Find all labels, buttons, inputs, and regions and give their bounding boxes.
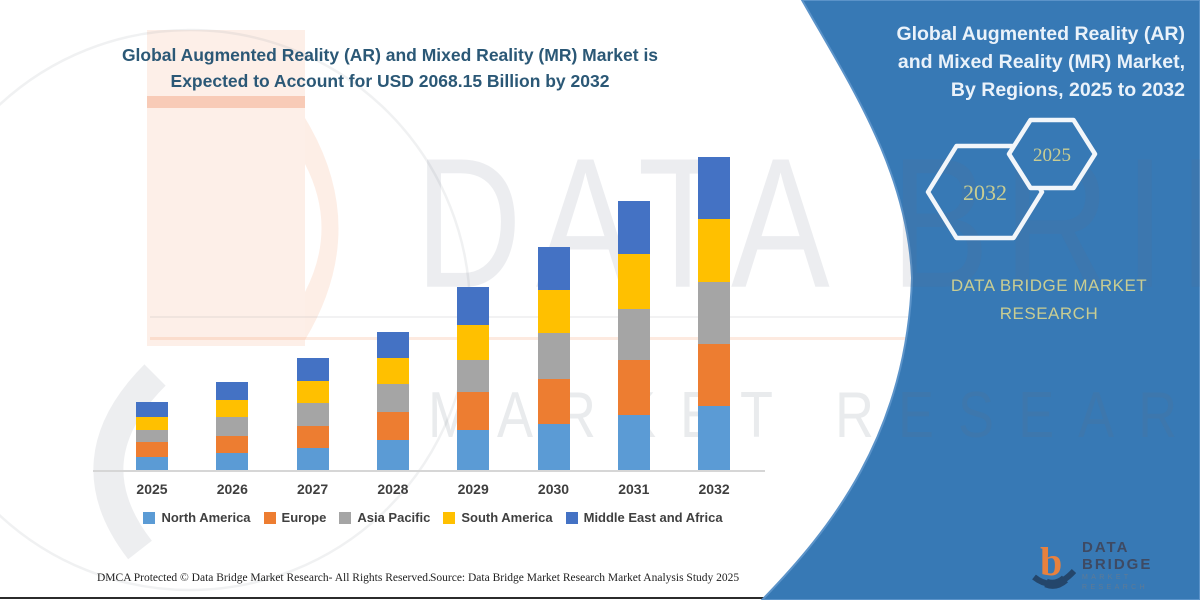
bar-segment xyxy=(376,440,409,470)
bar-segment xyxy=(537,379,570,424)
bar-segment xyxy=(698,157,731,220)
bar-segment xyxy=(296,358,329,382)
legend-item: Middle East and Africa xyxy=(565,510,723,525)
legend-item: South America xyxy=(443,510,553,525)
panel-title-line1: Global Augmented Reality (AR) xyxy=(896,23,1185,45)
bar-segment xyxy=(296,403,329,427)
legend-swatch xyxy=(339,511,352,524)
logo-wordmark: DATA BRIDGE xyxy=(1082,539,1153,573)
bar-segment xyxy=(296,426,329,449)
x-axis-labels: 2025 2026 2027 2028 2029 2030 2031 2032 xyxy=(0,481,1200,501)
bar-segment xyxy=(136,442,168,457)
x-axis-label: 2025 xyxy=(136,481,168,497)
bar-segment xyxy=(216,417,249,437)
legend-swatch xyxy=(143,511,156,524)
bar-segment xyxy=(376,384,409,413)
chart-title-line1: Global Augmented Reality (AR) and Mixed … xyxy=(121,45,659,65)
panel-brand-name: DATA BRIDGE MARKET RESEARCH xyxy=(950,276,1148,323)
stacked-bar-2026 xyxy=(216,382,249,470)
legend-item: Asia Pacific xyxy=(339,510,430,525)
bar-segment xyxy=(136,457,168,470)
legend-label: Asia Pacific xyxy=(357,510,431,525)
bar-segment xyxy=(457,430,490,470)
hexagon-2025-label: 2025 xyxy=(1033,145,1071,166)
bar-segment xyxy=(216,382,249,401)
bar-segment xyxy=(457,360,490,393)
chart-title-line2: Expected to Account for USD 2068.15 Bill… xyxy=(170,71,610,91)
bar-segment xyxy=(537,424,570,470)
stacked-bar-2029 xyxy=(457,287,490,470)
bar-segment xyxy=(136,430,168,443)
year-hexagons: 2032 2025 xyxy=(925,117,1098,241)
x-axis-line xyxy=(93,470,765,472)
stacked-bar-2028 xyxy=(376,332,409,470)
bar-segment xyxy=(537,290,570,334)
legend-label: Europe xyxy=(281,510,327,525)
bar-segment xyxy=(457,392,490,431)
bar-segment xyxy=(617,415,650,470)
bar-segment xyxy=(617,360,650,416)
bar-segment xyxy=(698,406,731,470)
x-axis-label: 2029 xyxy=(457,481,489,497)
data-bridge-logo: b DATA BRIDGE MARKET RESEARCH xyxy=(1032,539,1192,592)
legend-label: South America xyxy=(461,510,553,525)
bar-segment xyxy=(376,358,409,385)
stacked-bar-2032 xyxy=(698,157,731,470)
bar-segment xyxy=(457,325,490,361)
bar-segment xyxy=(216,436,249,454)
x-axis-label: 2030 xyxy=(537,481,570,497)
footer-dmca-text: DMCA Protected © Data Bridge Market Rese… xyxy=(97,572,431,584)
x-axis-label: 2031 xyxy=(618,481,650,497)
bar-segment xyxy=(698,219,731,283)
hexagon-2032-label: 2032 xyxy=(963,180,1007,205)
bar-segment xyxy=(617,309,650,361)
bar-segment xyxy=(537,333,570,380)
legend-swatch xyxy=(565,511,578,524)
bar-segment xyxy=(617,254,650,310)
plot-area xyxy=(90,157,770,470)
footer-source-text: Source: Data Bridge Market Research Mark… xyxy=(430,572,740,584)
legend-label: Middle East and Africa xyxy=(583,510,723,525)
bar-segment xyxy=(296,381,329,404)
x-axis-label: 2032 xyxy=(698,481,730,497)
legend-swatch xyxy=(443,511,456,524)
bar-segment xyxy=(216,400,249,418)
x-axis-label: 2026 xyxy=(216,481,248,497)
legend-swatch xyxy=(263,511,276,524)
legend-item: Europe xyxy=(263,510,327,525)
legend-label: North America xyxy=(161,510,251,525)
bar-segment xyxy=(617,201,650,255)
bar-segment xyxy=(136,402,168,418)
x-axis-label: 2027 xyxy=(297,481,329,497)
panel-title-line3: By Regions, 2025 to 2032 xyxy=(950,79,1185,101)
bar-segment xyxy=(698,344,731,407)
svg-text:b: b xyxy=(1040,541,1062,584)
bar-segment xyxy=(457,287,490,326)
data-bridge-logo-icon: b xyxy=(1032,541,1076,589)
bar-segment xyxy=(537,247,570,291)
x-axis-label: 2028 xyxy=(377,481,409,497)
legend-item: North America xyxy=(143,510,251,525)
stacked-bar-2030 xyxy=(537,247,570,470)
stacked-bar-2027 xyxy=(296,358,329,470)
bar-segment xyxy=(296,448,329,470)
bar-segment xyxy=(376,332,409,359)
bar-segment xyxy=(376,412,409,441)
panel-title-line2: and Mixed Reality (MR) Market, xyxy=(897,51,1185,73)
stacked-bar-2025 xyxy=(136,402,168,470)
bar-segment xyxy=(136,417,168,431)
bottom-border-line xyxy=(0,597,1200,599)
stacked-bar-2031 xyxy=(617,201,650,470)
hexagon-2025 xyxy=(1006,117,1098,191)
bar-segment xyxy=(216,453,249,470)
hexagon-2032 xyxy=(925,143,1045,241)
logo-tagline: MARKET RESEARCH xyxy=(1082,574,1149,591)
panel-title: Global Augmented Reality (AR) and Mixed … xyxy=(855,20,1185,104)
bar-segment xyxy=(698,282,731,345)
chart-legend: North America Europe Asia Pacific South Ame… xyxy=(88,510,778,525)
chart-title: Global Augmented Reality (AR) and Mixed … xyxy=(110,42,670,94)
